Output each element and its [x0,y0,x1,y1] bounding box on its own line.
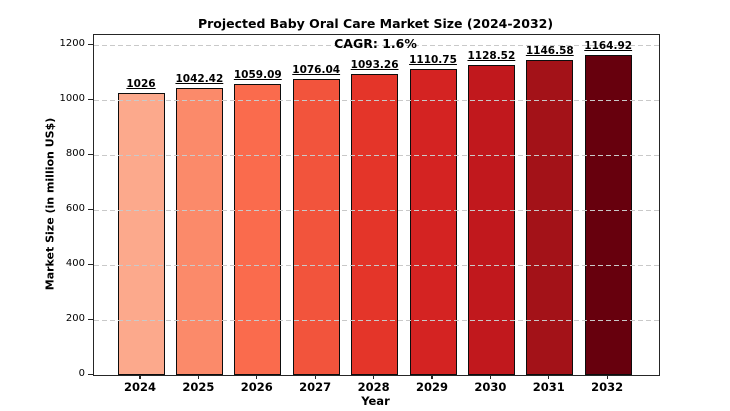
bar [351,74,399,375]
bar-value-label: 1164.92 [584,39,633,52]
x-tick-mark [489,375,491,379]
gridline [94,44,659,46]
x-tick-label: 2032 [591,380,624,394]
bar [175,88,223,375]
y-tick-label: 800 [65,147,85,159]
y-tick-label: 400 [65,257,85,269]
bar-value-label: 1059.09 [233,68,282,81]
bar [292,79,340,375]
x-tick-mark [197,375,199,379]
y-tick-mark [88,374,93,376]
x-tick-mark [548,375,550,379]
x-tick-label: 2027 [299,380,332,394]
y-tick-mark [88,43,93,46]
bar-value-label: 1146.58 [525,44,574,57]
x-tick-mark [314,375,316,379]
gridline [94,209,659,211]
y-tick-mark [88,208,93,211]
y-tick-mark [88,318,93,321]
y-tick-label: 0 [78,368,85,379]
gridline [94,154,659,156]
y-tick-mark [88,263,93,266]
x-tick-label: 2031 [532,380,565,394]
x-tick-mark [606,375,608,379]
x-tick-label: 2024 [123,380,156,394]
bar-value-label: 1110.75 [409,54,457,67]
bar [409,69,457,375]
y-tick-label: 1000 [59,92,85,104]
x-tick-label: 2028 [357,380,390,394]
x-tick-mark [256,375,258,379]
x-tick-mark [139,375,141,379]
y-axis-label: Market Size (in million US$) [43,117,57,291]
y-tick-label: 1200 [59,37,85,49]
bar [526,59,574,375]
bar-value-label: 1076.04 [292,64,341,77]
bar [584,54,632,375]
plot-area: 1026 1042.42 1059.09 1076.04 1093.26 1110.75 1… [93,34,660,376]
bar [234,83,282,375]
bar [117,92,165,375]
x-tick-label: 2025 [182,380,215,394]
bar-value-label: 1042.42 [175,73,224,86]
bar-value-label: 1093.26 [350,59,399,72]
y-tick-label: 200 [65,312,85,324]
chart-title: Projected Baby Oral Care Market Size (20… [197,16,554,31]
bar-value-label: 1128.52 [467,49,516,62]
bar-value-label: 1026 [126,77,156,90]
x-axis-label: Year [361,394,390,408]
x-tick-label: 2030 [474,380,507,394]
y-tick-mark [88,98,93,101]
x-tick-mark [431,375,433,379]
gridline [94,319,659,321]
y-tick-label: 600 [65,202,85,214]
gridline [94,99,659,101]
x-tick-mark [373,375,375,379]
gridline [94,264,659,266]
cagr-annotation: CAGR: 1.6% [334,36,417,51]
bar [467,64,515,375]
x-tick-label: 2026 [240,380,273,394]
x-tick-label: 2029 [415,380,448,394]
y-tick-mark [88,153,93,156]
